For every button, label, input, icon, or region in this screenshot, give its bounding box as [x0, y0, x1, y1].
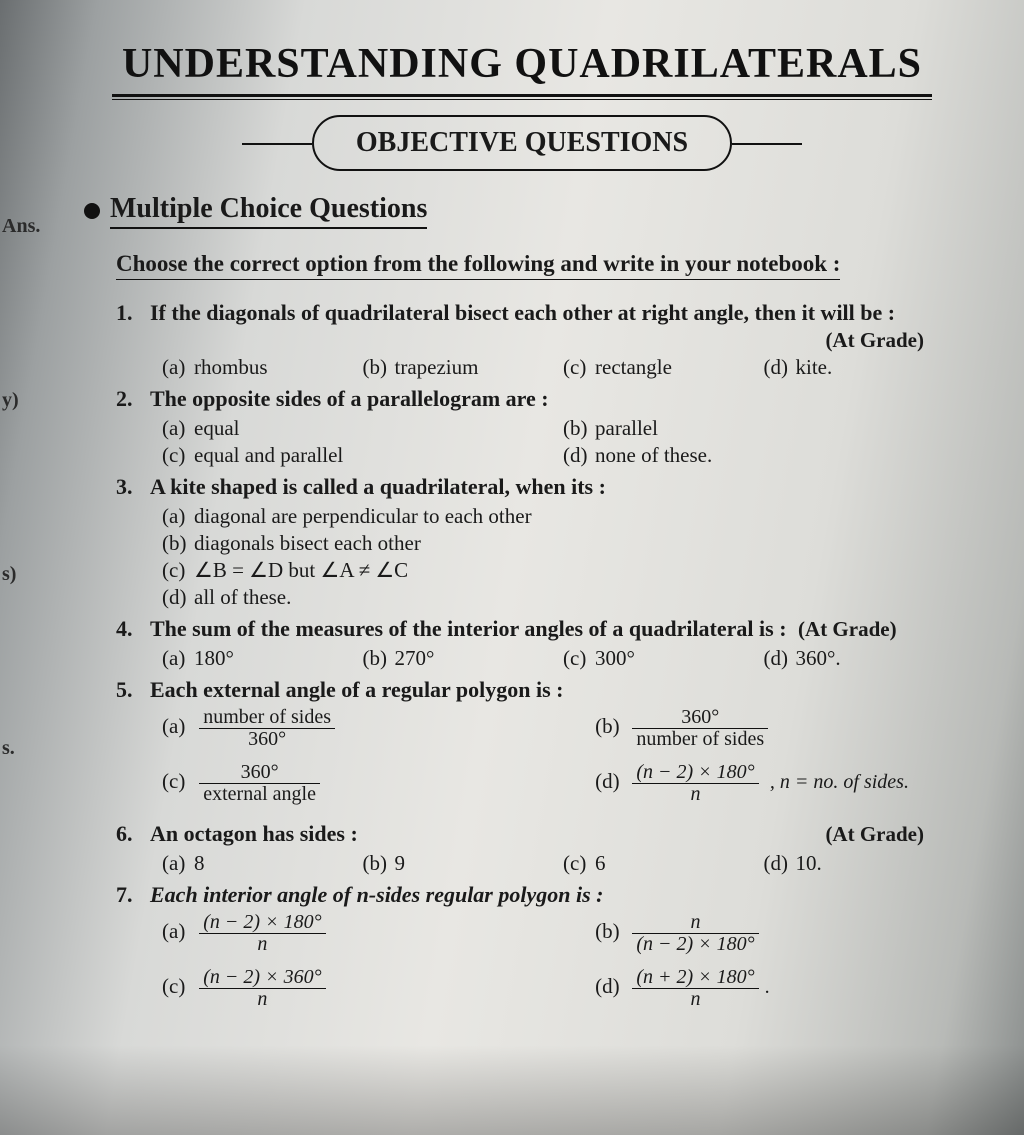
q6-opt-c: (c)6 — [563, 851, 764, 876]
edge-y: y) — [2, 389, 22, 412]
q7-d-tail: . — [759, 976, 770, 998]
q4-grade: (At Grade) — [798, 617, 897, 641]
q6-opt-d: (d)10. — [764, 851, 965, 876]
question-2: 2. The opposite sides of a parallelogram… — [116, 386, 964, 412]
page-bottom-shadow — [0, 1045, 1024, 1135]
q7-c-frac: (n − 2) × 360° n — [199, 967, 325, 1010]
q7-b-frac: n (n − 2) × 180° — [632, 912, 758, 955]
q5-text: Each external angle of a regular polygon… — [150, 677, 964, 703]
question-5: 5. Each external angle of a regular poly… — [116, 677, 964, 703]
page-edge-marks: Ans. y) s) s. — [0, 0, 22, 1135]
page-title: UNDERSTANDING QUADRILATERALS — [80, 40, 964, 88]
q4-opt-a: (a)180° — [162, 646, 363, 671]
question-7: 7. Each interior angle of n-sides regula… — [116, 882, 964, 908]
q4-options: (a)180° (b)270° (c)300° (d)360°. — [162, 646, 964, 671]
q1-opt-d: (d)kite. — [764, 355, 965, 380]
q6-num: 6. — [116, 821, 142, 847]
q3-opt-a: (a)diagonal are perpendicular to each ot… — [162, 504, 964, 529]
q2-options: (a)equal (b)parallel (c)equal and parall… — [162, 416, 964, 468]
q3-opt-c: (c)∠B = ∠D but ∠A ≠ ∠C — [162, 558, 964, 583]
textbook-page: Ans. y) s) s. UNDERSTANDING QUADRILATERA… — [0, 0, 1024, 1135]
q1-text: If the diagonals of quadrilateral bisect… — [150, 300, 964, 326]
q2-text: The opposite sides of a parallelogram ar… — [150, 386, 964, 412]
edge-ans: Ans. — [2, 215, 22, 238]
q5-a-frac: number of sides 360° — [199, 707, 335, 750]
q4-opt-b: (b)270° — [363, 646, 564, 671]
mcq-heading-text: Multiple Choice Questions — [110, 193, 427, 229]
q1-grade: (At Grade) — [122, 328, 964, 353]
question-3: 3. A kite shaped is called a quadrilater… — [116, 474, 964, 500]
question-list: 1. If the diagonals of quadrilateral bis… — [116, 300, 964, 1020]
q7-opt-d: (d) (n + 2) × 180° n . — [595, 967, 964, 1010]
section-capsule: OBJECTIVE QUESTIONS — [312, 115, 732, 171]
q7-opt-c: (c) (n − 2) × 360° n — [162, 967, 531, 1010]
q5-d-frac: (n − 2) × 180° n — [632, 762, 758, 805]
q6-opt-b: (b)9 — [363, 851, 564, 876]
q5-d-tail: , n = no. of sides. — [764, 771, 909, 793]
bullet-icon — [84, 203, 100, 219]
q7-options: (a) (n − 2) × 180° n (b) n (n − 2) × 180… — [162, 912, 964, 1020]
q3-opt-b: (b)diagonals bisect each other — [162, 531, 964, 556]
q5-b-frac: 360° number of sides — [632, 707, 768, 750]
q5-options: (a) number of sides 360° (b) 360° number… — [162, 707, 964, 815]
q3-num: 3. — [116, 474, 142, 500]
q5-num: 5. — [116, 677, 142, 703]
q1-options: (a)rhombus (b)trapezium (c)rectangle (d)… — [162, 355, 964, 380]
q2-opt-b: (b)parallel — [563, 416, 964, 441]
q7-d-frac: (n + 2) × 180° n — [632, 967, 758, 1010]
q6-text: An octagon has sides : — [150, 821, 817, 847]
q1-num: 1. — [116, 300, 142, 326]
q1-opt-b: (b)trapezium — [363, 355, 564, 380]
q4-opt-d: (d)360°. — [764, 646, 965, 671]
q5-opt-a: (a) number of sides 360° — [162, 707, 531, 750]
q7-opt-a: (a) (n − 2) × 180° n — [162, 912, 531, 955]
q6-grade: (At Grade) — [825, 822, 964, 847]
q1-opt-a: (a)rhombus — [162, 355, 363, 380]
q4-num: 4. — [116, 616, 142, 642]
mcq-heading: Multiple Choice Questions — [84, 193, 964, 229]
q4-opt-c: (c)300° — [563, 646, 764, 671]
q7-num: 7. — [116, 882, 142, 908]
q6-options: (a)8 (b)9 (c)6 (d)10. — [162, 851, 964, 876]
q4-text: The sum of the measures of the interior … — [150, 616, 964, 642]
q1-opt-c: (c)rectangle — [563, 355, 764, 380]
q2-opt-c: (c)equal and parallel — [162, 443, 563, 468]
q7-opt-b: (b) n (n − 2) × 180° — [595, 912, 964, 955]
q2-num: 2. — [116, 386, 142, 412]
q5-opt-b: (b) 360° number of sides — [595, 707, 964, 750]
q3-opt-d: (d)all of these. — [162, 585, 964, 610]
question-6: 6. An octagon has sides : (At Grade) — [116, 821, 964, 847]
q6-opt-a: (a)8 — [162, 851, 363, 876]
q5-c-frac: 360° external angle — [199, 762, 320, 805]
q5-opt-d: (d) (n − 2) × 180° n , n = no. of sides. — [595, 762, 964, 805]
question-4: 4. The sum of the measures of the interi… — [116, 616, 964, 642]
q2-opt-d: (d)none of these. — [563, 443, 964, 468]
title-underline — [112, 94, 932, 97]
question-1: 1. If the diagonals of quadrilateral bis… — [116, 300, 964, 326]
q5-opt-c: (c) 360° external angle — [162, 762, 531, 805]
instruction-text: Choose the correct option from the follo… — [116, 251, 840, 280]
q7-text: Each interior angle of n-sides regular p… — [150, 882, 964, 908]
q3-options: (a)diagonal are perpendicular to each ot… — [162, 504, 964, 610]
edge-s2: s. — [2, 737, 22, 760]
q3-text: A kite shaped is called a quadrilateral,… — [150, 474, 964, 500]
section-capsule-wrap: OBJECTIVE QUESTIONS — [80, 115, 964, 171]
q2-opt-a: (a)equal — [162, 416, 563, 441]
q7-a-frac: (n − 2) × 180° n — [199, 912, 325, 955]
edge-s1: s) — [2, 563, 22, 586]
